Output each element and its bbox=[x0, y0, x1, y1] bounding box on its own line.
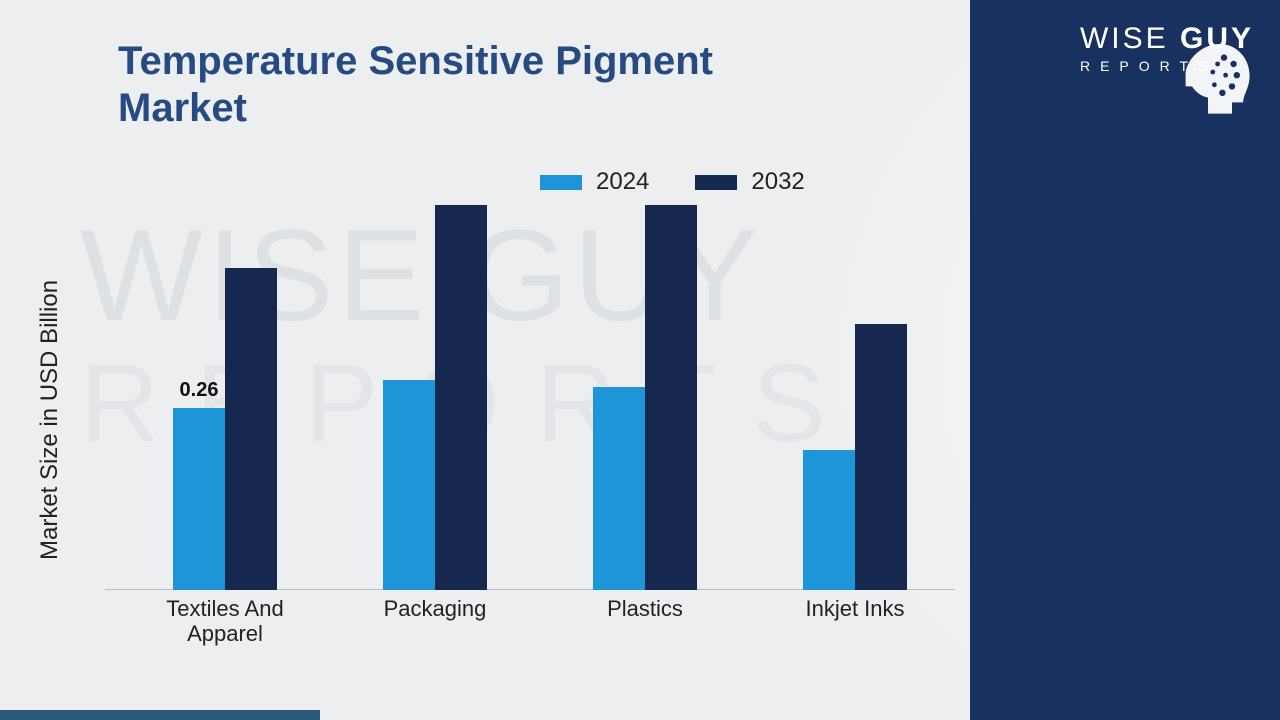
category-label-0: Textiles And Apparel bbox=[145, 596, 305, 647]
y-axis-label: Market Size in USD Billion bbox=[36, 280, 64, 560]
bar-2024-1 bbox=[383, 380, 435, 590]
bar-2032-3 bbox=[855, 324, 907, 590]
bottom-accent-bar bbox=[0, 710, 320, 720]
bar-2024-3 bbox=[803, 450, 855, 590]
chart-title: Temperature Sensitive Pigment Market bbox=[118, 38, 838, 132]
bar-2024-0 bbox=[173, 408, 225, 590]
chart-stage: WISE GUY REPORTS WISE GUY REPORTS Temper… bbox=[0, 0, 1280, 720]
bar-2032-2 bbox=[645, 205, 697, 590]
category-label-3: Inkjet Inks bbox=[775, 596, 935, 621]
category-label-2: Plastics bbox=[565, 596, 725, 621]
logo-head-icon bbox=[1176, 40, 1256, 120]
plot-area: Textiles And ApparelPackagingPlasticsInk… bbox=[105, 170, 955, 590]
bar-2032-0 bbox=[225, 268, 277, 590]
brand-word1: WISE bbox=[1080, 22, 1169, 55]
bar-2024-2 bbox=[593, 387, 645, 590]
bar-2032-1 bbox=[435, 205, 487, 590]
value-label-0-0: 0.26 bbox=[180, 379, 219, 402]
brand-logo: WISE GUY REPORTS bbox=[1080, 22, 1254, 74]
category-label-1: Packaging bbox=[355, 596, 515, 621]
